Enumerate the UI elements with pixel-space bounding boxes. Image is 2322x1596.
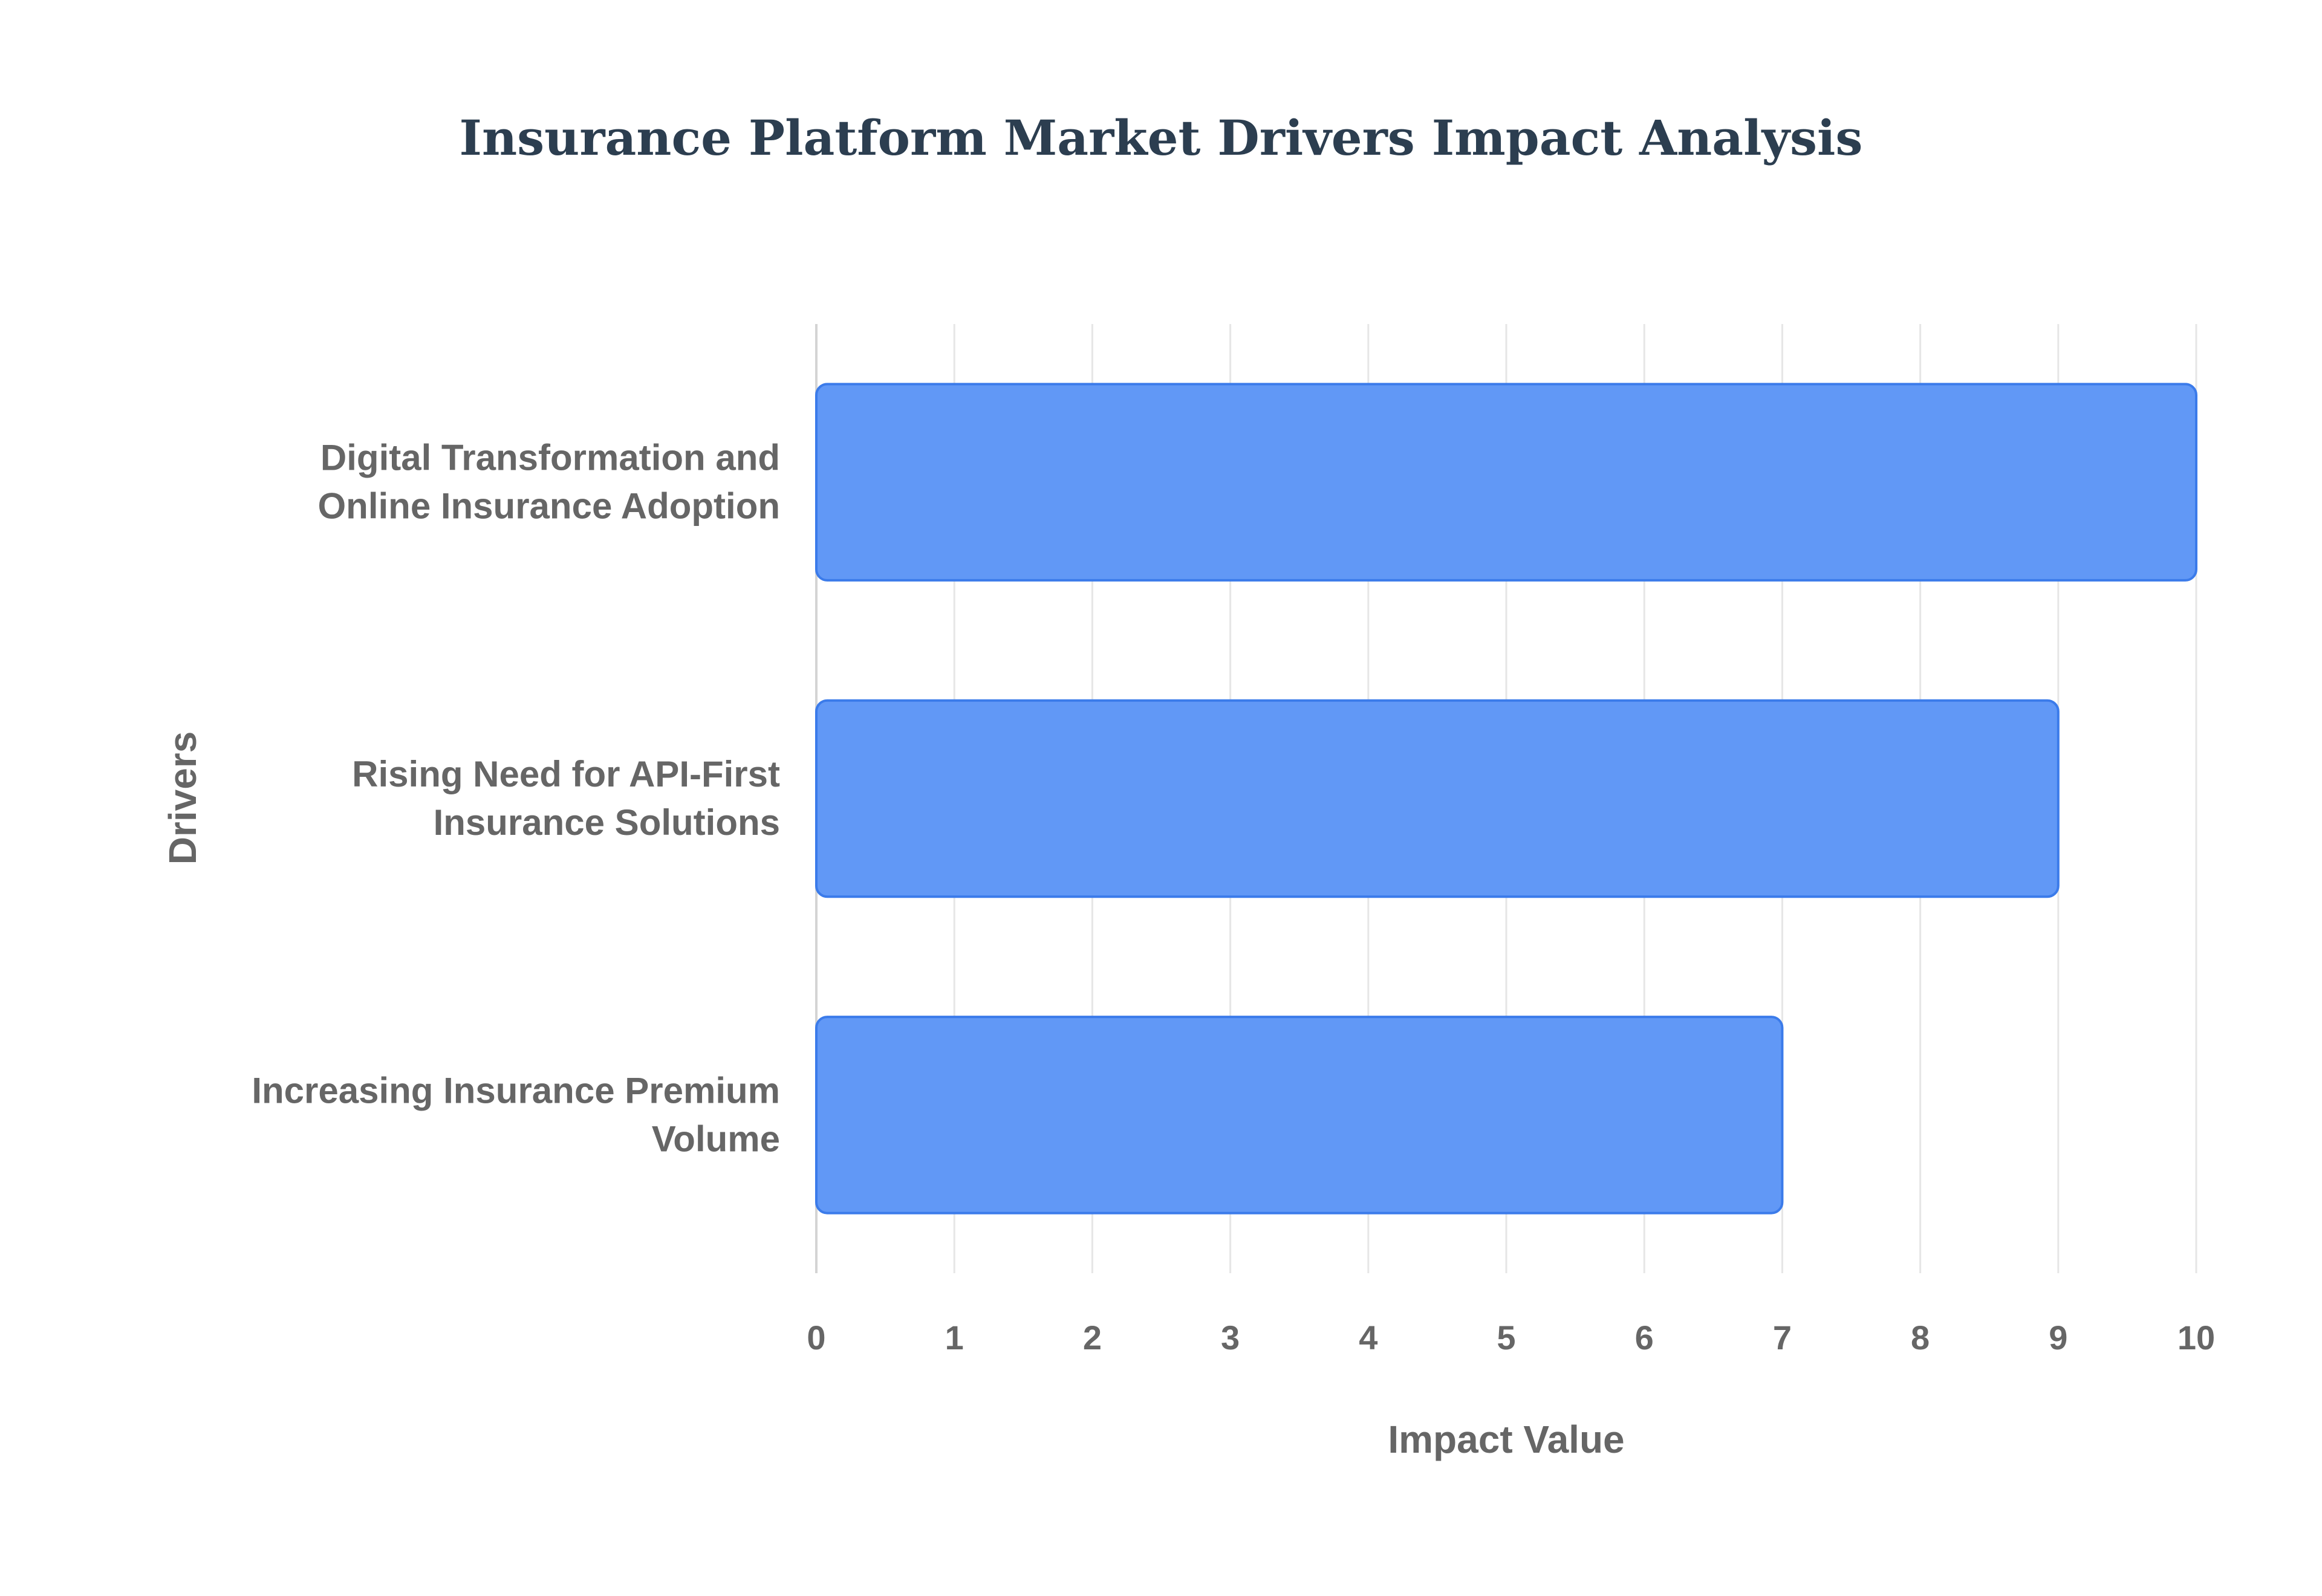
category-label-line: Online Insurance Adoption — [318, 486, 780, 527]
x-tick-label-4: 4 — [1359, 1319, 1377, 1357]
x-tick-label-10: 10 — [2177, 1319, 2215, 1357]
x-tick-label-6: 6 — [1635, 1319, 1654, 1357]
category-label-line: Digital Transformation and — [320, 438, 780, 478]
x-tick-label-8: 8 — [1911, 1319, 1930, 1357]
category-label-line: Increasing Insurance Premium — [252, 1070, 780, 1111]
chart-title: Insurance Platform Market Drivers Impact… — [460, 109, 1863, 166]
x-tick-label-2: 2 — [1083, 1319, 1102, 1357]
category-label-1: Digital Transformation and Online Insuran… — [318, 438, 780, 527]
x-tick-label-7: 7 — [1773, 1319, 1792, 1357]
y-axis-title: Drivers — [161, 731, 204, 865]
category-label-line: Rising Need for API-First — [352, 754, 780, 794]
x-tick-label-9: 9 — [2049, 1319, 2067, 1357]
bar-2 — [815, 699, 2060, 898]
x-tick-label-1: 1 — [945, 1319, 964, 1357]
x-tick-label-3: 3 — [1221, 1319, 1240, 1357]
bars — [815, 383, 2197, 1215]
category-label-line: Volume — [652, 1118, 780, 1159]
x-axis-ticks: 0 1 2 3 4 5 6 7 8 9 10 — [807, 1319, 2215, 1357]
category-label-line: Insurance Solutions — [434, 802, 780, 843]
x-tick-label-5: 5 — [1497, 1319, 1515, 1357]
bar-3 — [815, 1016, 1784, 1215]
y-axis-category-labels: Digital Transformation and Online Insuran… — [252, 438, 780, 1160]
x-tick-label-0: 0 — [807, 1319, 825, 1357]
x-axis-title: Impact Value — [1388, 1418, 1624, 1461]
category-label-3: Increasing Insurance Premium Volume — [252, 1070, 780, 1159]
bar-1 — [815, 383, 2197, 582]
category-label-2: Rising Need for API-First Insurance Solut… — [352, 754, 780, 843]
